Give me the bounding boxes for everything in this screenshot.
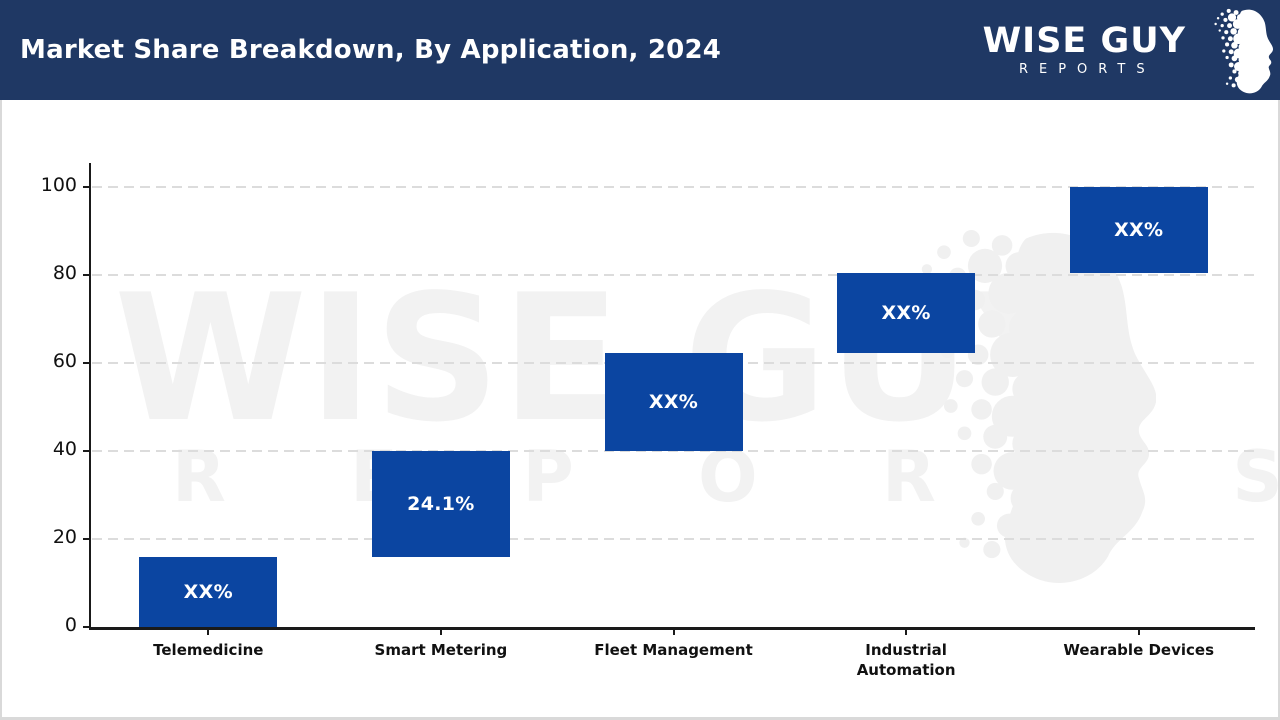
y-tick-label: 20: [52, 526, 77, 548]
bar-value-label: XX%: [648, 390, 699, 413]
page-title: Market Share Breakdown, By Application, …: [20, 35, 722, 65]
y-axis-tick: [83, 626, 90, 628]
x-tick-label: Wearable Devices: [1063, 641, 1214, 659]
y-tick-label: 60: [52, 350, 77, 372]
y-tick-label: 100: [40, 174, 77, 196]
brand-wordmark: WISE GUY REPORTS: [982, 20, 1186, 77]
x-axis-line: [89, 627, 1255, 630]
gridline: [92, 186, 1255, 188]
brand-subtitle: REPORTS: [1018, 61, 1156, 77]
x-axis-tick: [672, 630, 675, 635]
bar-industrial-automation: XX%: [837, 273, 976, 353]
x-axis-tick: [905, 630, 908, 635]
y-axis-tick: [83, 186, 90, 188]
y-tick-label: 40: [52, 438, 77, 460]
x-axis-tick: [207, 630, 210, 635]
gridline: [92, 538, 1255, 540]
brand-name: WISE GUY: [982, 20, 1186, 61]
y-axis-tick: [83, 362, 90, 364]
y-axis-tick: [83, 274, 90, 276]
bar-wearable-devices: XX%: [1069, 187, 1208, 274]
bar-value-label: XX%: [1114, 219, 1164, 242]
y-axis-line: [89, 163, 91, 630]
app-header: Market Share Breakdown, By Application, …: [0, 0, 1280, 100]
brand-logo: WISE GUY REPORTS: [983, 4, 1276, 96]
y-tick-label: 0: [64, 614, 77, 636]
x-tick-label: Fleet Management: [594, 641, 753, 659]
gridline: [92, 450, 1255, 452]
y-axis-tick: [83, 450, 90, 452]
brand-face-icon: [1214, 8, 1274, 94]
x-tick-label: Industrial Automation: [856, 641, 956, 679]
bar-value-label: XX%: [183, 580, 233, 603]
chart-area: WISE GUY R E P O R T S 0 20 40 60 80 100 XX% Te…: [0, 100, 1280, 720]
plot-area: 0 20 40 60 80 100 XX% Telemedicine 24.1% Smart Me…: [2, 100, 1278, 717]
bar-smart-metering: 24.1%: [371, 450, 510, 557]
bar-telemedicine: XX%: [139, 556, 278, 627]
gridline: [92, 274, 1255, 276]
x-axis-tick: [439, 630, 442, 635]
y-tick-label: 80: [52, 262, 77, 284]
x-tick-label: Telemedicine: [153, 641, 264, 659]
bar-value-label: 24.1%: [407, 492, 475, 515]
y-axis-tick: [83, 538, 90, 540]
bar-fleet-management: XX%: [604, 352, 743, 451]
x-axis-tick: [1137, 630, 1140, 635]
bar-value-label: XX%: [881, 302, 931, 325]
x-tick-label: Smart Metering: [374, 641, 508, 659]
